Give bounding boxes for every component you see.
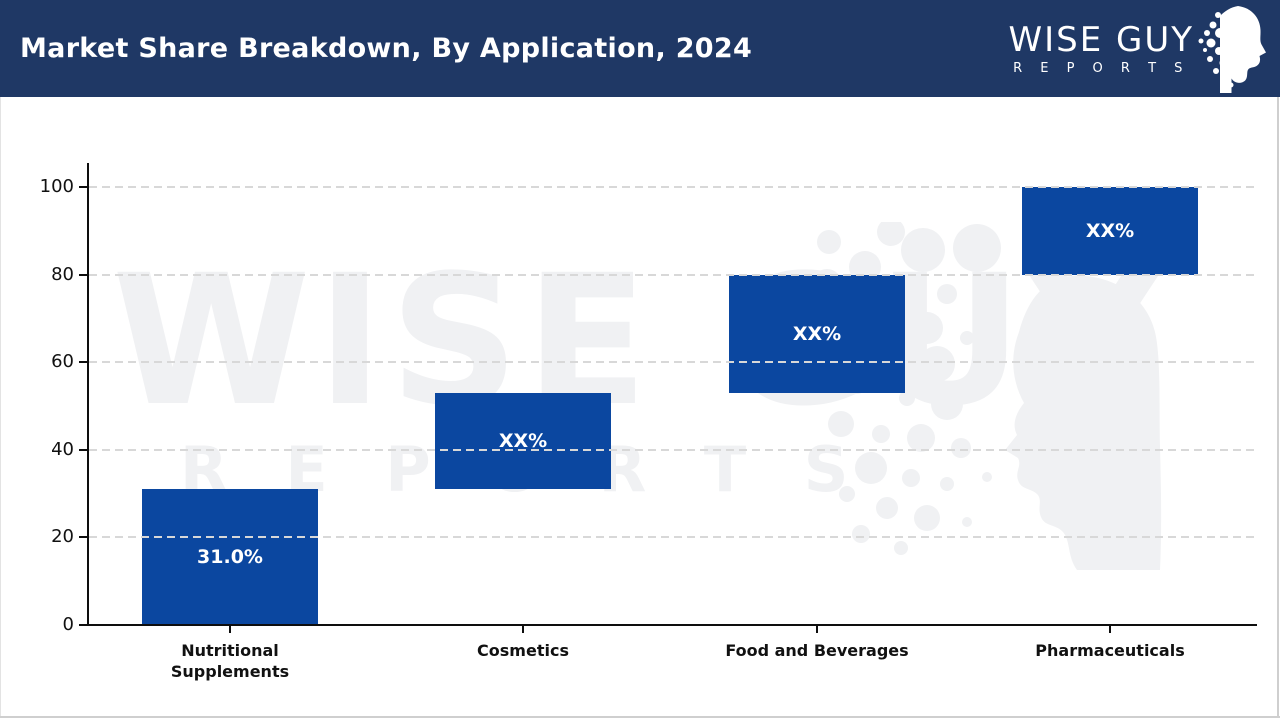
x-axis-tick <box>522 626 524 633</box>
y-tick-label: 100 <box>39 176 74 197</box>
grid-line <box>89 186 1255 188</box>
y-tick-label: 60 <box>51 351 74 373</box>
bar-value-label: XX% <box>498 430 548 453</box>
y-axis-tick <box>79 361 87 364</box>
header-bar: Market Share Breakdown, By Application, … <box>0 0 1280 97</box>
y-tick-label: 40 <box>51 438 74 460</box>
y-axis-tick <box>79 536 87 539</box>
bar-value-label: XX% <box>792 322 842 345</box>
logo-wordmark-line2: R E P O R T S <box>1013 61 1190 76</box>
bar-segment: XX% <box>435 392 611 490</box>
logo-wordmark: WISE GUY R E P O R T S <box>1008 21 1194 77</box>
logo-face-icon <box>1198 6 1266 93</box>
x-axis-tick <box>1109 626 1111 633</box>
y-tick-label: 80 <box>51 263 74 285</box>
wise-guy-logo: WISE GUY R E P O R T S <box>1008 4 1270 94</box>
y-axis-tick <box>79 273 87 276</box>
x-axis-tick <box>816 626 818 633</box>
bar-value-label: XX% <box>1085 219 1135 242</box>
grid-line <box>89 361 1255 364</box>
y-axis-tick <box>79 186 87 188</box>
frame-border-left <box>0 97 1 718</box>
frame-border-bottom <box>0 716 1280 718</box>
y-axis-line <box>87 163 89 626</box>
bar-value-label: 31.0% <box>197 546 263 569</box>
y-tick-label: 0 <box>62 614 74 635</box>
x-category-label: Food and Beverages <box>725 641 909 660</box>
y-axis-tick <box>79 448 87 451</box>
page-title: Market Share Breakdown, By Application, … <box>20 33 753 64</box>
x-category-label: Pharmaceuticals <box>1035 641 1185 660</box>
logo-wordmark-line1: WISE GUY <box>1008 20 1194 60</box>
y-tick-label: 20 <box>51 526 74 548</box>
frame-border-right <box>1277 97 1279 718</box>
x-axis-tick <box>229 626 231 633</box>
y-axis-tick <box>79 624 87 626</box>
x-category-label: Cosmetics <box>477 641 569 660</box>
bar-segment: XX% <box>729 274 905 393</box>
grid-line <box>89 273 1255 276</box>
bar-segment: 31.0% <box>142 489 318 625</box>
x-axis-line <box>87 624 1257 626</box>
grid-line <box>89 448 1255 451</box>
x-category-label: Nutritional Supplements <box>170 641 290 681</box>
grid-line <box>89 536 1255 539</box>
bar-segment: XX% <box>1022 187 1198 275</box>
